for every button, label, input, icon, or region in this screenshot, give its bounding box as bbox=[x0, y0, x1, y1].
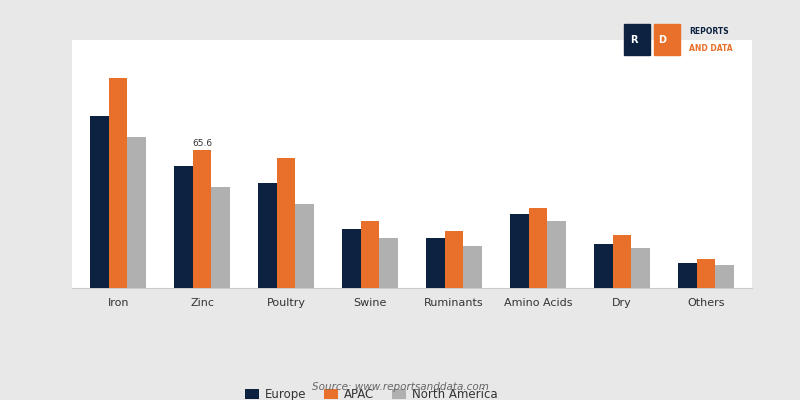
Bar bbox=[594, 244, 613, 288]
Bar bbox=[613, 236, 631, 288]
Bar bbox=[342, 229, 361, 288]
Text: 65.6: 65.6 bbox=[192, 139, 212, 148]
Bar bbox=[445, 231, 463, 288]
Bar bbox=[510, 214, 529, 288]
Text: R: R bbox=[630, 34, 638, 44]
Bar bbox=[697, 258, 715, 288]
Bar bbox=[624, 24, 650, 55]
Bar bbox=[193, 150, 211, 288]
Legend: Europe, APAC, North America: Europe, APAC, North America bbox=[245, 388, 498, 400]
Bar bbox=[211, 187, 230, 288]
Bar bbox=[631, 248, 650, 288]
Text: AND DATA: AND DATA bbox=[689, 44, 733, 53]
Bar bbox=[654, 24, 680, 55]
Bar bbox=[127, 137, 146, 288]
Bar bbox=[463, 246, 482, 288]
Bar bbox=[426, 238, 445, 288]
Bar bbox=[109, 78, 127, 288]
Text: REPORTS: REPORTS bbox=[689, 27, 729, 36]
Bar bbox=[678, 263, 697, 288]
Bar bbox=[258, 183, 277, 288]
Bar bbox=[90, 116, 109, 288]
Bar bbox=[174, 166, 193, 288]
Text: Source: www.reportsanddata.com: Source: www.reportsanddata.com bbox=[311, 382, 489, 392]
Text: D: D bbox=[658, 34, 666, 44]
Bar bbox=[379, 238, 398, 288]
Bar bbox=[715, 265, 734, 288]
Bar bbox=[361, 221, 379, 288]
Bar bbox=[547, 221, 566, 288]
Bar bbox=[277, 158, 295, 288]
Bar bbox=[295, 204, 314, 288]
Bar bbox=[529, 208, 547, 288]
